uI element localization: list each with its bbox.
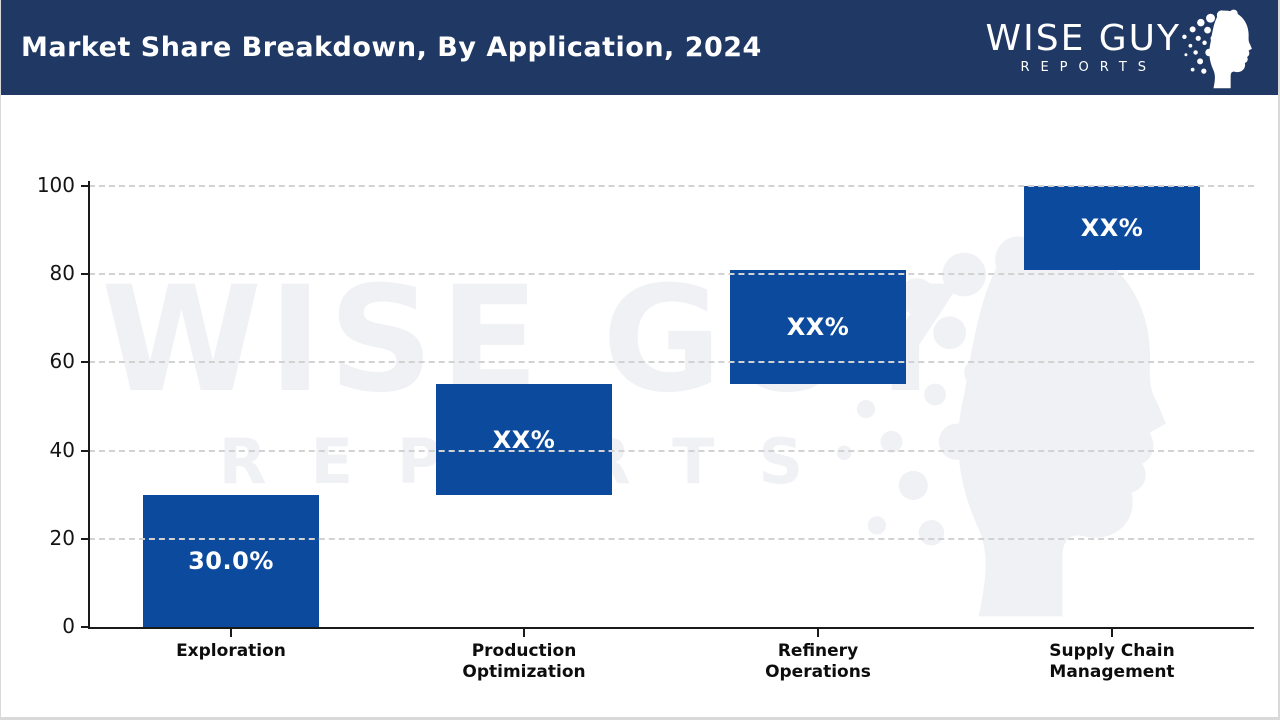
- y-tick-mark: [81, 449, 89, 452]
- x-tick-mark: [230, 629, 232, 637]
- x-axis-line: [88, 627, 1254, 629]
- logo-brand-name: WISE GUY: [985, 18, 1181, 59]
- y-tick-label: 80: [49, 261, 75, 286]
- bar-segment: 30.0%: [143, 494, 319, 627]
- bar-value-label: XX%: [1080, 213, 1144, 242]
- logo-brand-sub: REPORTS: [1020, 60, 1158, 75]
- bar-value-label: XX%: [492, 425, 556, 454]
- gridline: [89, 361, 1254, 364]
- header-band: Market Share Breakdown, By Application, …: [1, 0, 1278, 95]
- bar-segment: XX%: [436, 384, 612, 495]
- chart-canvas: WISE GUY REPORTS 30.0%XX%XX%XX%020406080…: [1, 95, 1278, 715]
- y-tick-label: 60: [49, 349, 75, 374]
- gridline: [89, 537, 1254, 540]
- y-tick-label: 0: [62, 614, 75, 638]
- y-tick-mark: [81, 361, 89, 364]
- x-tick-mark: [523, 629, 525, 637]
- x-tick-mark: [817, 629, 819, 637]
- y-tick-mark: [81, 626, 89, 628]
- y-axis-line: [88, 181, 90, 629]
- y-tick-mark: [81, 185, 89, 187]
- page-title: Market Share Breakdown, By Application, …: [21, 32, 762, 63]
- bar-segment: XX%: [730, 269, 906, 385]
- dotted-head-logo-icon: [1182, 9, 1252, 88]
- y-tick-label: 40: [49, 437, 75, 462]
- x-category-label: Exploration: [176, 641, 286, 661]
- gridline: [89, 449, 1254, 452]
- y-tick-mark: [81, 273, 89, 276]
- y-tick-label: 100: [36, 173, 75, 197]
- bar-value-label: 30.0%: [188, 546, 274, 575]
- y-tick-mark: [81, 537, 89, 540]
- x-tick-mark: [1111, 629, 1113, 637]
- x-category-label: Refinery Operations: [765, 641, 871, 682]
- y-tick-label: 20: [49, 525, 75, 550]
- logo-wordmark: WISE GUY REPORTS: [985, 18, 1182, 76]
- gridline: [89, 273, 1254, 276]
- bar-segment: XX%: [1024, 186, 1200, 270]
- bar-value-label: XX%: [786, 313, 850, 342]
- wise-guy-reports-logo: WISE GUY REPORTS: [986, 7, 1264, 89]
- x-category-label: Supply Chain Management: [1049, 641, 1175, 682]
- x-category-label: Production Optimization: [462, 641, 586, 682]
- gridline: [89, 185, 1254, 187]
